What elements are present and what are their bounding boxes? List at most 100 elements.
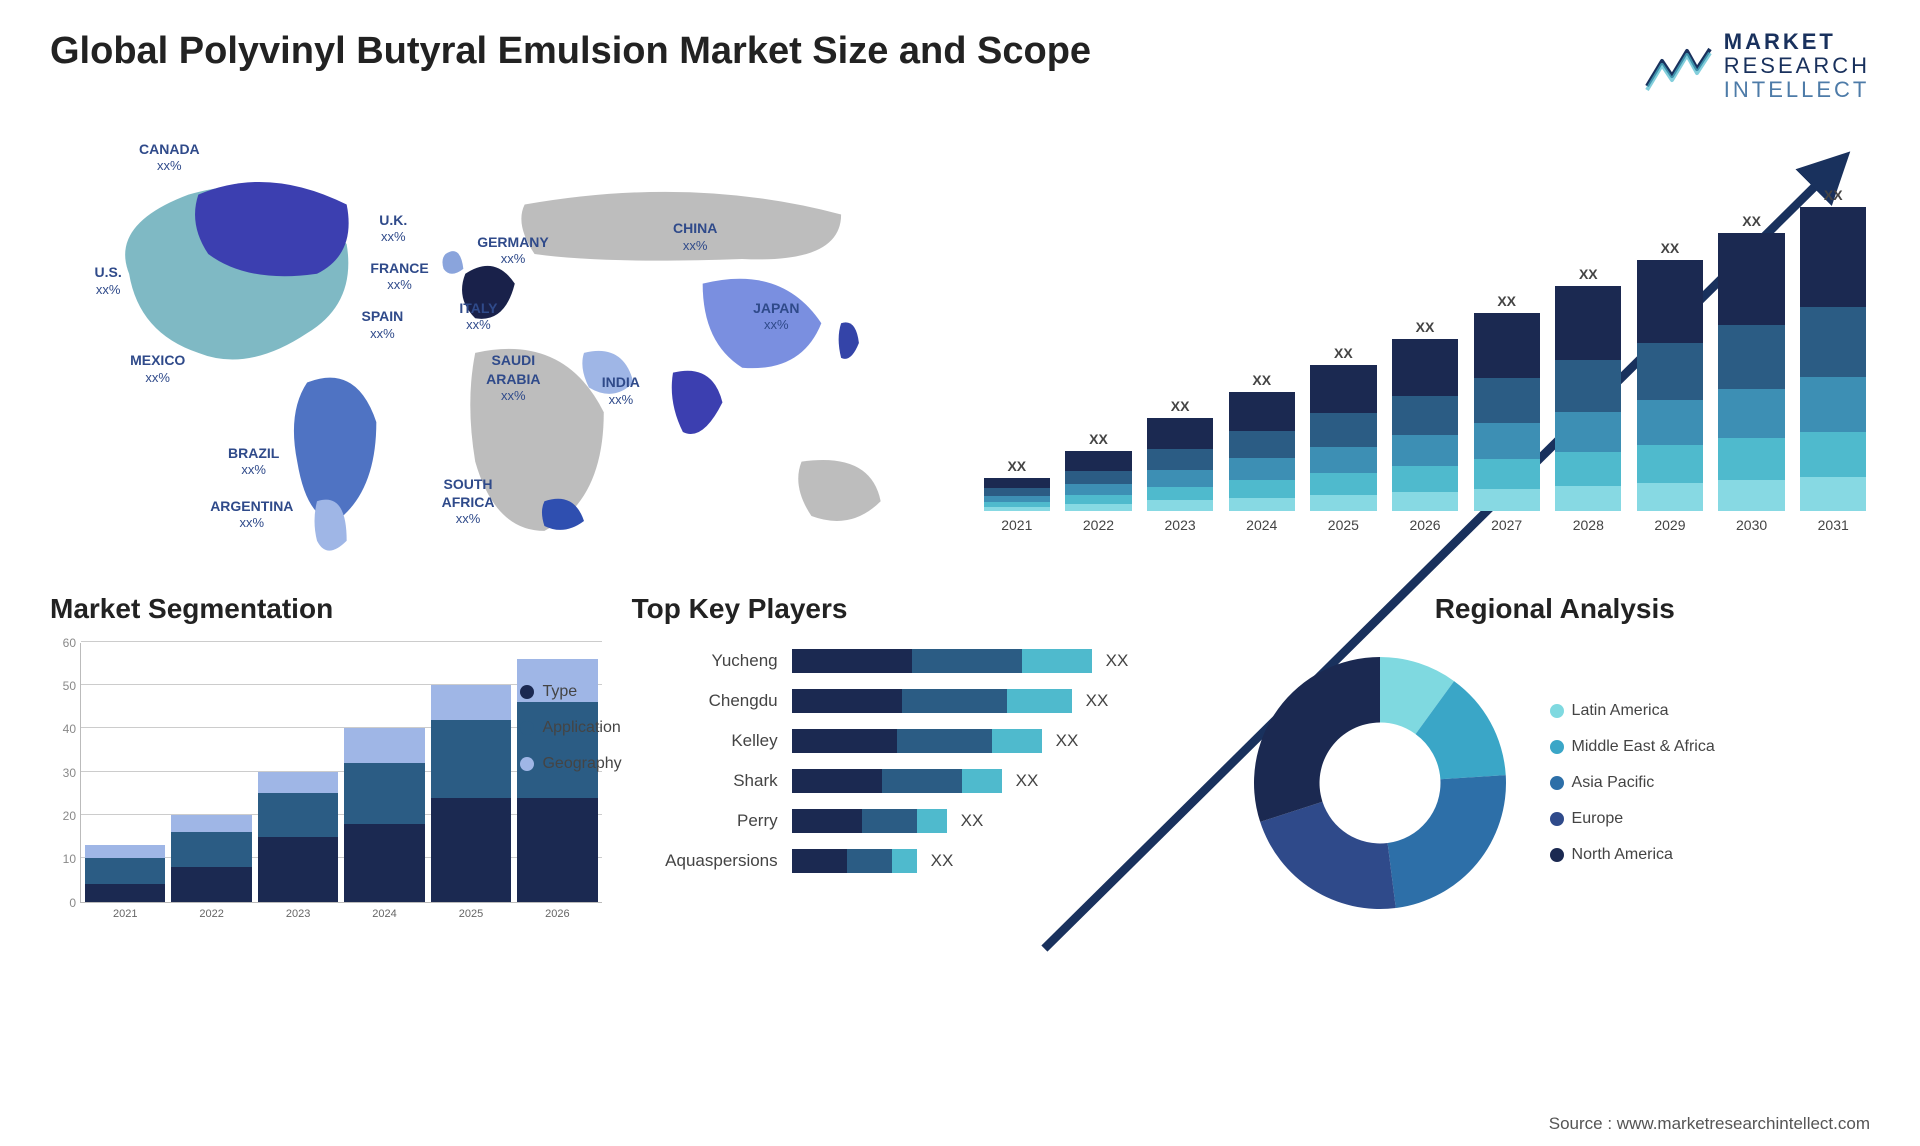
legend-dot-icon: [520, 721, 534, 735]
seg-bar-2023: 2023: [258, 772, 338, 902]
kp-bar-segment: [897, 729, 992, 753]
growth-bar-segment: [1392, 339, 1458, 396]
legend-dot-icon: [1550, 776, 1564, 790]
growth-bar-value: XX: [1007, 458, 1026, 474]
kp-bar-segment: [862, 809, 917, 833]
seg-legend-item: Type: [520, 683, 621, 701]
donut-slice-north-america: [1254, 657, 1380, 822]
donut-legend-item: Latin America: [1550, 702, 1715, 720]
growth-bar-value: XX: [1334, 345, 1353, 361]
donut-legend-item: Asia Pacific: [1550, 774, 1715, 792]
legend-label: Application: [542, 719, 620, 737]
growth-bar-2025: XX2025: [1307, 345, 1381, 532]
growth-bar-segment: [1065, 504, 1131, 511]
growth-bar-2027: XX2027: [1470, 293, 1544, 533]
kp-bar-segment: [1022, 649, 1092, 673]
growth-bar-segment: [1392, 435, 1458, 466]
kp-bar-segment: [902, 689, 1007, 713]
legend-label: Latin America: [1572, 702, 1669, 720]
seg-bar-segment: [171, 815, 251, 832]
seg-bar-2024: 2024: [344, 728, 424, 901]
growth-bar-segment: [1147, 487, 1213, 501]
seg-bar-label: 2025: [459, 908, 483, 920]
seg-ytick: 30: [63, 766, 76, 780]
kp-value: XX: [1106, 651, 1129, 671]
map-label-france: FRANCExx%: [370, 259, 428, 294]
growth-chart-panel: XX2021XX2022XX2023XX2024XX2025XX2026XX20…: [980, 123, 1870, 563]
growth-bar-segment: [1310, 365, 1376, 413]
growth-bar-label: 2024: [1246, 517, 1277, 533]
seg-ytick: 60: [63, 636, 76, 650]
logo-icon: [1642, 41, 1712, 91]
kp-bar-segment: [792, 689, 902, 713]
growth-bar-segment: [1637, 260, 1703, 343]
seg-ytick: 20: [63, 809, 76, 823]
seg-legend-item: Geography: [520, 755, 621, 773]
growth-bar-segment: [1474, 459, 1540, 489]
growth-bar-segment: [1065, 451, 1131, 471]
kp-bar-segment: [847, 849, 892, 873]
growth-bar-2029: XX2029: [1633, 240, 1707, 533]
growth-bar-segment: [1147, 418, 1213, 448]
seg-bar-segment: [85, 858, 165, 884]
legend-label: Asia Pacific: [1572, 774, 1655, 792]
kp-bar-segment: [992, 729, 1042, 753]
seg-bar-segment: [344, 728, 424, 763]
donut-legend-item: Middle East & Africa: [1550, 738, 1715, 756]
seg-legend-item: Application: [520, 719, 621, 737]
seg-bar-segment: [171, 832, 251, 867]
kp-name: Chengdu: [632, 691, 792, 711]
seg-bar-segment: [431, 720, 511, 798]
map-label-india: INDIAxx%: [602, 373, 640, 408]
seg-bar-segment: [258, 772, 338, 794]
kp-row-aquaspersions: AquaspersionsXX: [632, 849, 1210, 873]
kp-row-kelley: KelleyXX: [632, 729, 1210, 753]
kp-bar-segment: [792, 769, 882, 793]
legend-dot-icon: [520, 757, 534, 771]
map-label-south-africa: SOUTHAFRICAxx%: [442, 475, 495, 528]
growth-bar-segment: [1718, 438, 1784, 480]
growth-bar-label: 2029: [1654, 517, 1685, 533]
logo-text-2: RESEARCH: [1724, 54, 1870, 78]
growth-bar-segment: [1310, 473, 1376, 495]
legend-label: North America: [1572, 846, 1673, 864]
growth-bar-segment: [1229, 392, 1295, 431]
growth-bar-segment: [1800, 207, 1866, 307]
seg-bar-label: 2021: [113, 908, 137, 920]
legend-label: Europe: [1572, 810, 1624, 828]
growth-bar-segment: [1229, 480, 1295, 498]
seg-bar-label: 2026: [545, 908, 569, 920]
map-label-saudi-arabia: SAUDIARABIAxx%: [486, 351, 540, 404]
map-label-mexico: MEXICOxx%: [130, 351, 185, 386]
growth-bar-segment: [1147, 449, 1213, 470]
map-region-aus: [798, 460, 880, 521]
legend-dot-icon: [1550, 848, 1564, 862]
seg-bar-segment: [171, 867, 251, 902]
kp-bar-segment: [1007, 689, 1072, 713]
growth-bar-2023: XX2023: [1143, 398, 1217, 532]
growth-bar-segment: [1718, 480, 1784, 510]
kp-bar-segment: [912, 649, 1022, 673]
kp-value: XX: [1016, 771, 1039, 791]
growth-bar-segment: [1065, 495, 1131, 504]
growth-bar-segment: [1555, 286, 1621, 360]
growth-bar-segment: [1474, 489, 1540, 511]
legend-dot-icon: [520, 685, 534, 699]
growth-bar-segment: [984, 478, 1050, 489]
growth-bar-segment: [1474, 313, 1540, 378]
growth-bar-label: 2030: [1736, 517, 1767, 533]
legend-label: Middle East & Africa: [1572, 738, 1715, 756]
growth-bar-label: 2031: [1818, 517, 1849, 533]
donut-slice-asia-pacific: [1387, 775, 1505, 908]
map-label-germany: GERMANYxx%: [477, 233, 549, 268]
growth-bar-segment: [984, 488, 1050, 496]
growth-bar-segment: [1392, 466, 1458, 492]
seg-bar-2021: 2021: [85, 845, 165, 901]
growth-bar-segment: [1229, 431, 1295, 458]
kp-value: XX: [931, 851, 954, 871]
world-map-panel: CANADAxx%U.S.xx%MEXICOxx%BRAZILxx%ARGENT…: [50, 123, 940, 563]
kp-bar-segment: [892, 849, 917, 873]
growth-bar-segment: [1065, 484, 1131, 495]
seg-bar-segment: [431, 685, 511, 720]
kp-name: Perry: [632, 811, 792, 831]
